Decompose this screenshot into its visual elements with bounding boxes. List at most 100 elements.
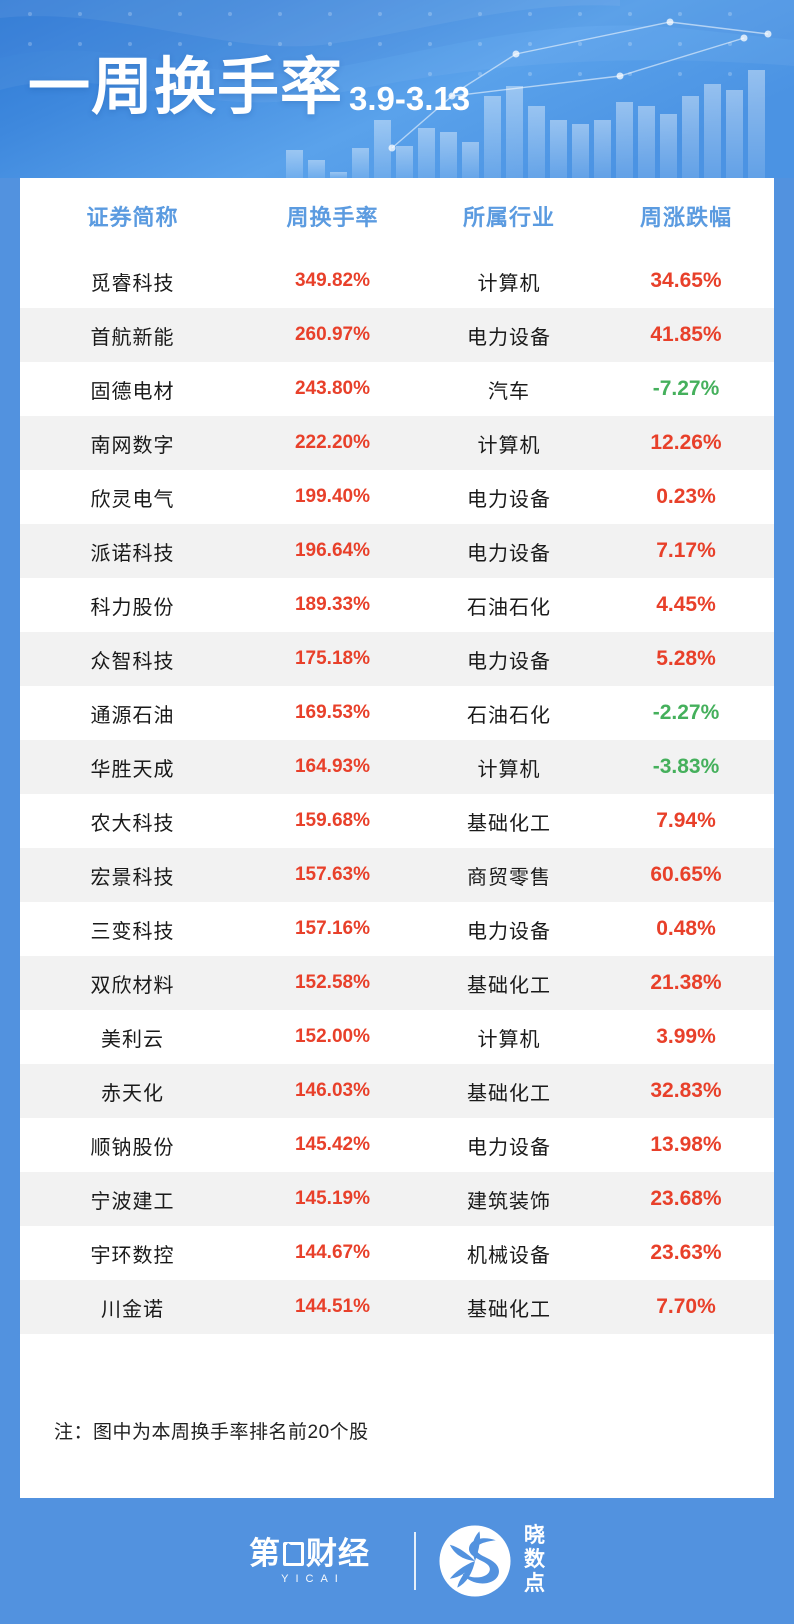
xiaoshudian-wordmark: 晓 数 点	[524, 1525, 545, 1597]
cell-name: 通源石油	[90, 704, 175, 727]
cell-change: 0.48%	[656, 917, 716, 940]
cell-rate: 159.68%	[294, 810, 370, 831]
cell-rate: 175.18%	[294, 648, 370, 669]
table-row[interactable]: 三变科技 157.16% 电力设备 0.48%	[20, 902, 774, 956]
table-row[interactable]: 南网数字 222.20% 计算机 12.26%	[20, 416, 774, 470]
yicai-logo-subtext: YICAI	[281, 1573, 345, 1585]
cell-change: 23.68%	[650, 1187, 722, 1210]
cell-name: 派诺科技	[90, 542, 175, 565]
cell-industry: 基础化工	[467, 974, 551, 997]
table-row[interactable]: 美利云 152.00% 计算机 3.99%	[20, 1010, 774, 1064]
cell-name: 科力股份	[90, 596, 175, 619]
table-footnote: 注：图中为本周换手率排名前20个股	[54, 1422, 369, 1443]
cell-change: 3.99%	[656, 1025, 716, 1048]
cell-industry: 基础化工	[467, 1298, 551, 1321]
table-row[interactable]: 宏景科技 157.63% 商贸零售 60.65%	[20, 848, 774, 902]
table-row[interactable]: 觅睿科技 349.82% 计算机 34.65%	[20, 254, 774, 308]
cell-industry: 电力设备	[467, 542, 551, 565]
cell-industry: 电力设备	[467, 920, 551, 943]
table-row[interactable]: 宇环数控 144.67% 机械设备 23.63%	[20, 1226, 774, 1280]
cell-change: 34.65%	[650, 269, 722, 292]
date-range-label: 3.9-3.13	[349, 80, 471, 117]
cell-name: 农大科技	[90, 812, 175, 835]
content-card: 证券简称 周换手率 所属行业 周涨跌幅 觅睿科技 349.82% 计算机 34.…	[20, 178, 774, 1498]
cell-change: 41.85%	[650, 323, 722, 346]
cell-rate: 243.80%	[294, 378, 370, 399]
column-header-rate: 周换手率	[286, 205, 379, 230]
table-row[interactable]: 通源石油 169.53% 石油石化 -2.27%	[20, 686, 774, 740]
footer-divider	[414, 1532, 416, 1590]
cell-name: 顺钠股份	[90, 1136, 175, 1159]
banner-header: 一周换手率 3.9-3.13	[0, 0, 794, 178]
table-row[interactable]: 首航新能 260.97% 电力设备 41.85%	[20, 308, 774, 362]
cell-name: 觅睿科技	[90, 272, 175, 295]
cell-name: 宇环数控	[90, 1244, 175, 1267]
cell-industry: 电力设备	[467, 1136, 551, 1159]
cell-rate: 169.53%	[294, 702, 370, 723]
table-row[interactable]: 欣灵电气 199.40% 电力设备 0.23%	[20, 470, 774, 524]
table-row[interactable]: 宁波建工 145.19% 建筑装饰 23.68%	[20, 1172, 774, 1226]
banner-decoration-graphic	[0, 0, 794, 178]
cell-name: 首航新能	[90, 326, 175, 349]
yicai-square-icon	[283, 1542, 304, 1566]
xiaoshudian-char-3: 点	[524, 1572, 545, 1595]
table-row[interactable]: 派诺科技 196.64% 电力设备 7.17%	[20, 524, 774, 578]
cell-rate: 152.58%	[294, 972, 370, 993]
cell-change: 13.98%	[650, 1133, 722, 1156]
table-row[interactable]: 华胜天成 164.93% 计算机 -3.83%	[20, 740, 774, 794]
cell-rate: 222.20%	[294, 432, 370, 453]
xiaoshudian-char-1: 晓	[524, 1524, 545, 1547]
column-header-change: 周涨跌幅	[639, 205, 732, 230]
cell-industry: 电力设备	[467, 650, 551, 673]
cell-industry: 计算机	[477, 758, 541, 781]
cell-name: 川金诺	[101, 1298, 164, 1321]
table-row[interactable]: 川金诺 144.51% 基础化工 7.70%	[20, 1280, 774, 1334]
cell-rate: 260.97%	[294, 324, 370, 345]
cell-change: -7.27%	[652, 377, 720, 400]
cell-rate: 349.82%	[294, 270, 370, 291]
cell-industry: 石油石化	[467, 596, 551, 619]
cell-rate: 144.51%	[294, 1296, 370, 1317]
cell-rate: 145.42%	[294, 1134, 370, 1155]
cell-industry: 计算机	[477, 434, 541, 457]
table-header-row: 证券简称 周换手率 所属行业 周涨跌幅	[20, 178, 774, 254]
yicai-logo-text: 第 财经	[249, 1537, 370, 1571]
cell-name: 美利云	[101, 1028, 164, 1051]
cell-change: 5.28%	[656, 647, 716, 670]
cell-name: 欣灵电气	[90, 488, 175, 511]
cell-industry: 基础化工	[467, 1082, 551, 1105]
cell-name: 赤天化	[101, 1082, 164, 1105]
cell-industry: 建筑装饰	[467, 1190, 551, 1213]
cell-name: 宁波建工	[90, 1190, 175, 1213]
cell-name: 众智科技	[90, 650, 175, 673]
cell-rate: 144.67%	[294, 1242, 370, 1263]
cell-industry: 商贸零售	[467, 866, 551, 889]
cell-change: 23.63%	[650, 1241, 722, 1264]
cell-rate: 164.93%	[294, 756, 370, 777]
cell-industry: 电力设备	[467, 326, 551, 349]
banner-title-group: 一周换手率 3.9-3.13	[28, 56, 470, 120]
cell-name: 固德电材	[90, 380, 175, 403]
table-row[interactable]: 科力股份 189.33% 石油石化 4.45%	[20, 578, 774, 632]
cell-rate: 196.64%	[294, 540, 370, 561]
cell-industry: 基础化工	[467, 812, 551, 835]
cell-rate: 157.16%	[294, 918, 370, 939]
cell-name: 南网数字	[90, 434, 175, 457]
cell-name: 双欣材料	[90, 974, 175, 997]
table-row[interactable]: 众智科技 175.18% 电力设备 5.28%	[20, 632, 774, 686]
table-row[interactable]: 顺钠股份 145.42% 电力设备 13.98%	[20, 1118, 774, 1172]
cell-change: -2.27%	[652, 701, 720, 724]
cell-name: 华胜天成	[90, 758, 175, 781]
cell-change: 60.65%	[650, 863, 722, 886]
yicai-char-di: 第	[249, 1536, 281, 1571]
cell-rate: 199.40%	[294, 486, 370, 507]
footer-bar: 第 财经 YICAI 晓 数 点	[0, 1498, 794, 1624]
cell-name: 三变科技	[90, 920, 175, 943]
table-row[interactable]: 赤天化 146.03% 基础化工 32.83%	[20, 1064, 774, 1118]
table-row[interactable]: 农大科技 159.68% 基础化工 7.94%	[20, 794, 774, 848]
cell-change: 4.45%	[656, 593, 716, 616]
cell-industry: 机械设备	[467, 1244, 551, 1267]
table-row[interactable]: 双欣材料 152.58% 基础化工 21.38%	[20, 956, 774, 1010]
table-row[interactable]: 固德电材 243.80% 汽车 -7.27%	[20, 362, 774, 416]
